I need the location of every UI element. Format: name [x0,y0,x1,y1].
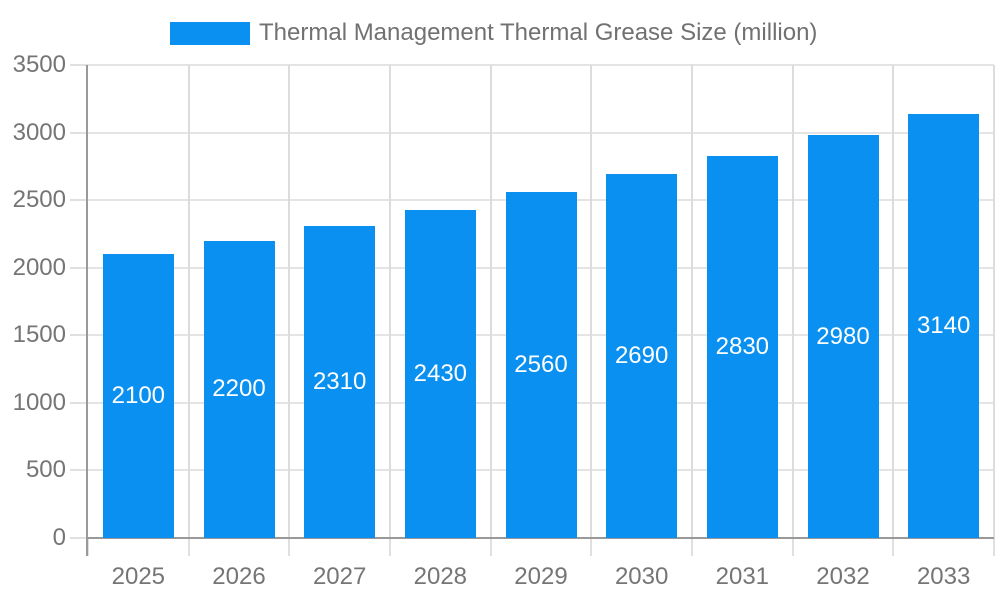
y-axis-tick [70,266,88,269]
y-axis-tick [70,469,88,472]
bar[interactable] [102,254,174,538]
gridline-horizontal [88,131,994,134]
x-axis-tick [791,538,794,556]
x-axis-tick [691,538,693,556]
gridline-vertical [892,65,895,538]
bar[interactable] [404,209,476,538]
gridline-vertical [791,65,794,538]
bar-value-label: 2830 [715,332,770,360]
x-axis-tick [892,538,895,556]
y-axis-tick [70,334,88,337]
y-axis-tick-label: 3500 [12,51,66,78]
y-axis-tick [70,131,88,134]
x-axis-tick [590,538,593,556]
legend-label: Thermal Management Thermal Grease Size (… [259,19,818,46]
gridline-vertical [389,65,391,538]
y-axis-tick-label: 500 [25,456,66,484]
x-axis-tick-label: 2033 [916,563,971,590]
x-axis-tick-label: 2031 [715,563,770,590]
y-axis-tick-label: 1500 [12,321,66,349]
bar[interactable] [505,192,577,538]
y-axis-tick-label: 0 [52,524,66,551]
x-axis-tick-label: 2026 [212,563,266,590]
y-axis-tick-label: 1000 [12,388,66,416]
y-axis-tick [70,537,88,539]
bar-value-label: 2100 [111,382,166,410]
x-axis-tick [87,538,89,556]
x-axis-tick-label: 2025 [111,563,166,590]
x-axis-tick-label: 2027 [312,563,367,590]
bar[interactable] [908,113,980,538]
gridline-vertical [590,65,593,538]
x-axis-tick [187,538,190,556]
gridline-vertical [187,65,190,538]
bar-value-label: 2310 [312,367,367,395]
bar[interactable] [807,135,879,538]
legend-swatch [170,21,250,45]
y-axis-tick [70,401,88,404]
x-axis-tick-label: 2028 [413,563,468,590]
y-axis-tick [70,64,88,66]
x-axis-tick [489,538,492,556]
bar-value-label: 2430 [413,359,468,387]
bar-value-label: 3140 [916,311,971,339]
bar-value-label: 2200 [212,375,266,403]
x-axis-line [88,537,994,539]
x-axis-tick-label: 2029 [514,563,568,590]
y-axis-tick [70,199,88,202]
bar-value-label: 2980 [816,322,870,350]
bar[interactable] [706,155,778,538]
bar[interactable] [304,225,376,538]
x-axis-tick [993,538,995,556]
x-axis-tick [389,538,391,556]
gridline-vertical [691,65,693,538]
y-axis-tick-label: 2500 [12,186,66,214]
x-axis-tick-label: 2032 [816,563,870,590]
bar-value-label: 2560 [514,351,568,379]
y-axis-line [86,65,88,556]
y-axis-tick-label: 2000 [12,253,66,281]
bar[interactable] [203,240,275,538]
y-axis-tick-label: 3000 [12,118,66,146]
gridline-vertical [993,65,995,538]
gridline-vertical [489,65,492,538]
x-axis-tick [288,538,291,556]
bar-value-label: 2690 [614,342,669,370]
legend-item[interactable]: Thermal Management Thermal Grease Size (… [170,19,817,47]
gridline-vertical [288,65,291,538]
bar[interactable] [606,174,678,538]
gridline-horizontal [88,64,994,66]
x-axis-tick-label: 2030 [614,563,669,590]
